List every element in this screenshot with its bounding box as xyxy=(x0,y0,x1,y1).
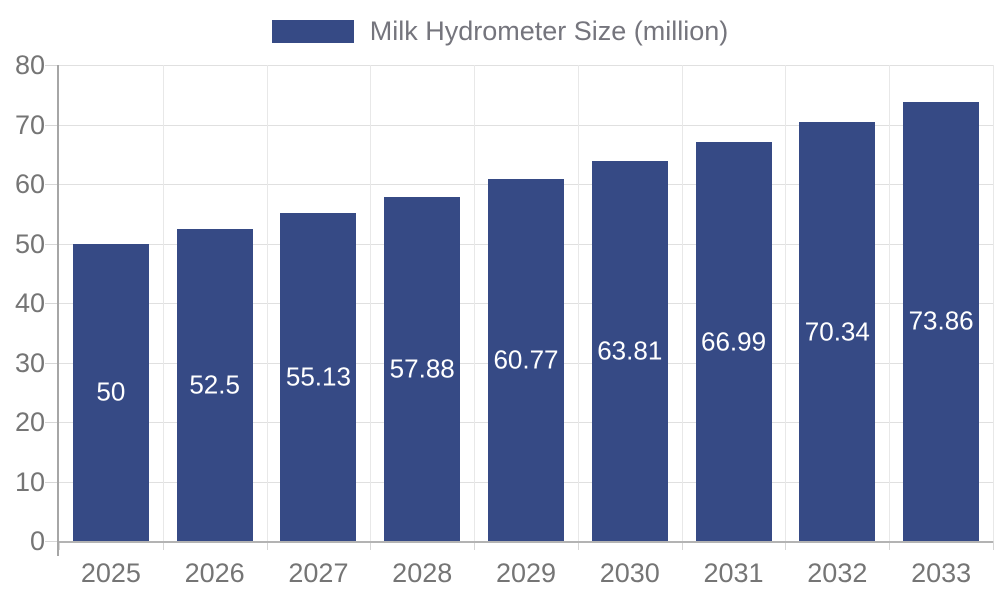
x-gridline xyxy=(162,65,164,541)
x-axis-tick xyxy=(59,541,60,550)
bar-value-label: 60.77 xyxy=(493,344,559,375)
legend-swatch xyxy=(271,19,354,43)
x-axis-label: 2029 xyxy=(495,558,557,588)
bar-2027[interactable]: 55.13 xyxy=(280,212,357,541)
y-axis-tick xyxy=(45,422,59,423)
y-axis-tick xyxy=(45,184,59,185)
bar-2026[interactable]: 52.5 xyxy=(176,228,253,541)
y-axis-line xyxy=(57,65,59,556)
bar-value-label: 70.34 xyxy=(804,316,870,347)
y-axis-tick xyxy=(45,243,59,245)
x-axis-label: 2027 xyxy=(288,558,349,588)
y-axis-tick xyxy=(45,541,59,542)
x-axis-tick xyxy=(577,541,579,550)
bar-2033[interactable]: 73.86 xyxy=(903,101,980,541)
x-gridline xyxy=(577,65,579,541)
y-axis-label: 80 xyxy=(14,50,45,80)
x-gridline xyxy=(889,65,891,541)
y-axis-tick xyxy=(45,362,59,364)
bar-value-label: 73.86 xyxy=(908,305,974,336)
x-gridline xyxy=(785,65,787,541)
x-axis-tick xyxy=(785,541,787,550)
bar-value-label: 50 xyxy=(96,376,126,407)
x-axis-tick xyxy=(889,541,891,550)
legend[interactable]: Milk Hydrometer Size (million) xyxy=(0,16,1000,46)
y-axis-label: 40 xyxy=(14,288,45,318)
bar-value-label: 57.88 xyxy=(389,353,455,384)
bar-value-label: 55.13 xyxy=(285,361,351,392)
bar-2031[interactable]: 66.99 xyxy=(695,142,772,541)
x-gridline xyxy=(266,65,268,541)
y-axis-label: 20 xyxy=(14,407,45,437)
legend-label: Milk Hydrometer Size (million) xyxy=(369,16,729,46)
x-axis-label: 2033 xyxy=(911,558,972,588)
y-axis-label: 0 xyxy=(29,526,45,556)
x-axis-label: 2031 xyxy=(703,558,764,588)
y-axis-label: 50 xyxy=(14,228,45,259)
bar-value-label: 63.81 xyxy=(597,335,663,366)
y-axis-label: 70 xyxy=(14,109,45,140)
x-axis-tick xyxy=(266,541,268,550)
bar-value-label: 52.5 xyxy=(189,369,240,400)
x-axis-tick xyxy=(681,541,683,550)
x-axis-tick xyxy=(993,541,994,550)
y-axis-tick xyxy=(45,65,59,66)
y-axis-tick xyxy=(45,124,59,126)
y-axis-label: 30 xyxy=(14,347,45,378)
bar-2028[interactable]: 57.88 xyxy=(384,196,461,541)
y-gridline xyxy=(59,124,993,126)
x-axis-label: 2030 xyxy=(599,558,660,588)
x-gridline xyxy=(474,65,476,541)
x-axis-tick xyxy=(162,541,164,550)
bar-2032[interactable]: 70.34 xyxy=(799,122,876,541)
x-axis-label: 2025 xyxy=(80,558,141,588)
x-axis-line xyxy=(59,541,993,543)
y-axis-tick xyxy=(45,303,59,304)
x-axis-label: 2032 xyxy=(807,558,868,588)
bar-value-label: 66.99 xyxy=(701,326,767,357)
bar-2025[interactable]: 50 xyxy=(72,243,149,541)
x-axis-tick xyxy=(474,541,476,550)
y-axis-label: 10 xyxy=(14,466,45,497)
bar-2030[interactable]: 63.81 xyxy=(591,161,668,541)
y-axis-tick xyxy=(45,481,59,483)
bar-2029[interactable]: 60.77 xyxy=(488,179,564,541)
y-gridline xyxy=(59,65,993,66)
x-gridline xyxy=(681,65,683,541)
x-axis-label: 2026 xyxy=(184,558,245,588)
y-axis-label: 60 xyxy=(14,169,45,199)
x-axis-tick xyxy=(370,541,372,550)
x-axis-label: 2028 xyxy=(392,558,453,588)
x-gridline xyxy=(993,65,994,541)
x-gridline xyxy=(370,65,372,541)
